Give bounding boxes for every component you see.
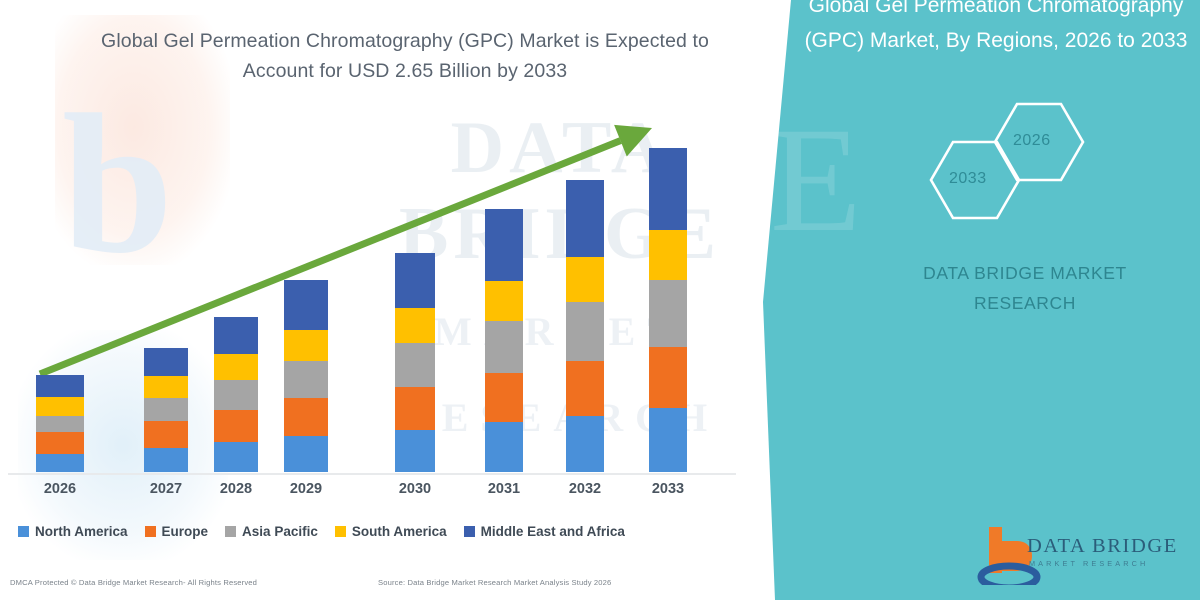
bar-segment[interactable] (36, 416, 84, 432)
growth-trend-arrow (38, 124, 652, 378)
bar-segment[interactable] (284, 330, 328, 361)
bar-segment[interactable] (214, 380, 258, 410)
bar-segment[interactable] (566, 416, 604, 472)
bar-segment[interactable] (649, 347, 687, 408)
hexagon-2026-label: 2026 (1013, 132, 1051, 149)
bar-2031[interactable] (485, 209, 523, 472)
logo-subtitle: MARKET RESEARCH (1029, 559, 1149, 568)
x-axis-label-2028: 2028 (219, 481, 253, 497)
arrow-shaft (38, 137, 622, 378)
bar-segment[interactable] (144, 348, 188, 376)
legend-label: Asia Pacific (242, 524, 318, 539)
bar-segment[interactable] (395, 430, 435, 472)
bar-segment[interactable] (214, 317, 258, 354)
x-axis-label-2026: 2026 (43, 481, 77, 497)
bar-segment[interactable] (485, 373, 523, 422)
legend-item[interactable]: Middle East and Africa (463, 524, 625, 539)
bar-segment[interactable] (395, 308, 435, 343)
x-axis-label-2032: 2032 (568, 481, 602, 497)
bar-segment[interactable] (144, 421, 188, 448)
bar-segment[interactable] (485, 321, 523, 373)
hexagon-2033-label: 2033 (949, 170, 987, 187)
bar-segment[interactable] (144, 398, 188, 421)
legend-item[interactable]: Asia Pacific (225, 524, 318, 539)
bar-segment[interactable] (649, 230, 687, 280)
bar-segment[interactable] (36, 454, 84, 472)
bar-segment[interactable] (649, 280, 687, 347)
chart-title: Global Gel Permeation Chromatography (GP… (101, 30, 709, 82)
bar-segment[interactable] (566, 257, 604, 302)
bar-2029[interactable] (284, 280, 328, 472)
bar-segment[interactable] (284, 398, 328, 436)
legend-label: Middle East and Africa (480, 524, 625, 539)
bar-segment[interactable] (395, 343, 435, 387)
x-axis-label-2033: 2033 (651, 481, 685, 497)
bar-segment[interactable] (144, 448, 188, 472)
bar-2026[interactable] (36, 375, 84, 472)
bar-segment[interactable] (36, 397, 84, 416)
chart-plot-area: 2026 2027 2028 2029 2030 2031 2032 2033 (0, 124, 745, 505)
legend-item[interactable]: South America (334, 524, 447, 539)
x-axis-label-2031: 2031 (487, 481, 521, 497)
logo-name: DATA BRIDGE (1027, 535, 1178, 557)
bar-segment[interactable] (395, 387, 435, 430)
bar-segment[interactable] (214, 410, 258, 442)
bar-2032[interactable] (566, 180, 604, 472)
legend-swatch-icon (144, 526, 156, 537)
bar-segment[interactable] (566, 361, 604, 416)
bar-2027[interactable] (144, 348, 188, 472)
bar-segment[interactable] (649, 148, 687, 230)
bar-segment[interactable] (284, 361, 328, 398)
bar-segment[interactable] (36, 375, 84, 397)
data-bridge-logo[interactable]: DATA BRIDGE MARKET RESEARCH (975, 525, 1190, 585)
bar-2028[interactable] (214, 317, 258, 472)
bar-segment[interactable] (36, 432, 84, 454)
legend-swatch-icon (334, 526, 346, 537)
logo-mark-icon (977, 527, 1041, 585)
x-axis-line (8, 473, 736, 475)
bar-segment[interactable] (395, 253, 435, 308)
bar-segment[interactable] (214, 354, 258, 380)
legend-label: South America (351, 524, 447, 539)
panel-brand-text: DATA BRIDGE MARKET RESEARCH (923, 263, 1127, 313)
hexagon-2033 (929, 140, 1021, 220)
bar-segment[interactable] (284, 280, 328, 330)
legend-label: North America (35, 524, 128, 539)
panel-watermark-text: E (770, 97, 862, 263)
bar-2033[interactable] (649, 148, 687, 472)
footer-source: Source: Data Bridge Market Research Mark… (378, 578, 612, 587)
legend-swatch-icon (225, 526, 237, 537)
bar-segment[interactable] (144, 376, 188, 398)
legend-item[interactable]: Europe (144, 524, 209, 539)
x-axis-label-2029: 2029 (289, 481, 323, 497)
year-hexagons: 2026 2033 (905, 100, 1090, 225)
footer-copyright: DMCA Protected © Data Bridge Market Rese… (10, 578, 258, 587)
bar-segment[interactable] (284, 436, 328, 472)
x-axis-labels: 2026 2027 2028 2029 2030 2031 2032 2033 (0, 481, 745, 505)
bar-segment[interactable] (649, 408, 687, 472)
bar-segment[interactable] (566, 180, 604, 257)
x-axis-label-2027: 2027 (149, 481, 183, 497)
chart-legend: North America Europe Asia Pacific South Ame… (18, 524, 625, 539)
bar-segment[interactable] (485, 422, 523, 472)
bar-2030[interactable] (395, 253, 435, 472)
legend-item[interactable]: North America (18, 524, 128, 539)
legend-label: Europe (161, 524, 209, 539)
bar-segment[interactable] (485, 281, 523, 321)
legend-swatch-icon (463, 526, 475, 537)
panel-title: Global Gel Permeation Chromatography (GP… (804, 0, 1188, 52)
x-axis-label-2030: 2030 (398, 481, 432, 497)
bar-segment[interactable] (566, 302, 604, 361)
bar-segment[interactable] (485, 209, 523, 281)
legend-swatch-icon (18, 526, 29, 537)
arrow-head-icon (614, 124, 652, 157)
bar-segment[interactable] (214, 442, 258, 472)
